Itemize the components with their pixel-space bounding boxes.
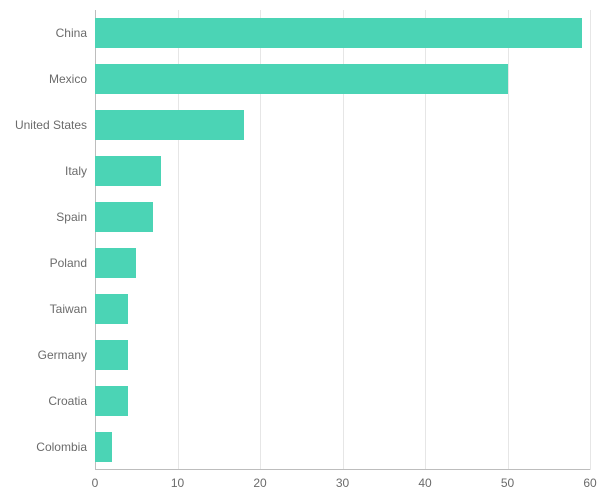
bar — [95, 248, 136, 278]
y-tick-label: Germany — [38, 348, 95, 362]
bar — [95, 432, 112, 462]
bar — [95, 110, 244, 140]
gridline — [508, 10, 509, 470]
y-tick-label: Colombia — [36, 440, 95, 454]
y-tick-label: United States — [15, 118, 95, 132]
x-tick-label: 0 — [92, 470, 99, 490]
x-tick-label: 10 — [171, 470, 184, 490]
horizontal-bar-chart: 0 10 20 30 40 50 60 China Mexico United States Ita… — [0, 0, 600, 500]
x-tick-label: 30 — [336, 470, 349, 490]
bar — [95, 18, 582, 48]
y-tick-label: Poland — [50, 256, 95, 270]
plot-area: 0102030405060ChinaMexicoUnited StatesIta… — [95, 10, 590, 470]
x-tick-label: 50 — [501, 470, 514, 490]
y-tick-label: Taiwan — [50, 302, 95, 316]
bar — [95, 386, 128, 416]
bar — [95, 156, 161, 186]
y-tick-label: Spain — [56, 210, 95, 224]
bar — [95, 340, 128, 370]
x-axis-line — [95, 469, 590, 470]
x-tick-label: 40 — [418, 470, 431, 490]
bar — [95, 294, 128, 324]
bar — [95, 64, 508, 94]
x-tick-label: 20 — [253, 470, 266, 490]
gridline — [590, 10, 591, 470]
y-tick-label: China — [56, 26, 95, 40]
y-tick-label: Croatia — [48, 394, 95, 408]
y-tick-label: Mexico — [49, 72, 95, 86]
y-tick-label: Italy — [65, 164, 95, 178]
bar — [95, 202, 153, 232]
x-tick-label: 60 — [583, 470, 596, 490]
